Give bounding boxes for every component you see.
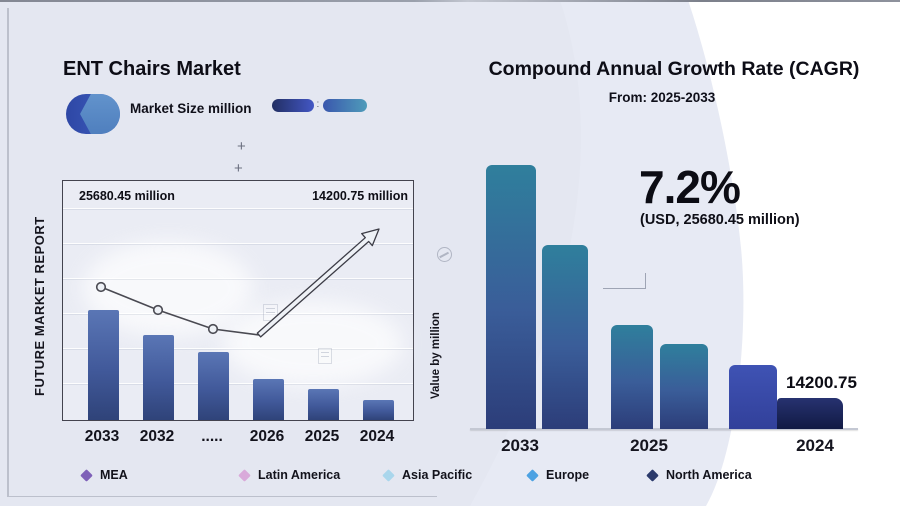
legend-item-mea: MEA bbox=[80, 468, 128, 482]
cylinder-facet-shape bbox=[80, 94, 120, 134]
gradient-pill-left-icon bbox=[272, 99, 314, 112]
market-size-cylinder-icon bbox=[66, 94, 120, 134]
trend-line-arrow bbox=[95, 228, 380, 338]
bar-2025 bbox=[308, 389, 339, 420]
x-label-2025: 2025 bbox=[304, 428, 340, 445]
value-axis-label: Value by million bbox=[430, 312, 442, 400]
top-border-line bbox=[0, 0, 900, 2]
bar-2026 bbox=[253, 379, 284, 420]
gridline bbox=[63, 313, 413, 314]
bar-2033-b bbox=[542, 245, 588, 429]
cagr-note: (USD, 25680.45 million) bbox=[640, 212, 800, 228]
legend-label: Latin America bbox=[258, 468, 341, 482]
x-label-r-2025: 2025 bbox=[630, 436, 668, 455]
bar-2024-b bbox=[777, 398, 843, 429]
value-label-14200: 14200.75 bbox=[786, 373, 857, 392]
legend-label: MEA bbox=[100, 468, 128, 482]
gridline bbox=[63, 243, 413, 244]
cagr-value: 7.2% bbox=[639, 161, 741, 213]
x-label-2033: 2033 bbox=[84, 428, 120, 445]
plus-mark-1: + bbox=[237, 138, 246, 155]
cloud-blob-2 bbox=[223, 301, 403, 386]
gridline bbox=[63, 348, 413, 349]
ghost-document-icon-2 bbox=[318, 348, 332, 364]
market-size-chart: 25680.45 million 14200.75 million bbox=[62, 180, 414, 421]
gridline bbox=[63, 383, 413, 384]
asia-pacific-diamond-icon bbox=[382, 468, 395, 482]
x-label-2024: 2024 bbox=[359, 428, 395, 445]
mea-diamond-icon bbox=[80, 468, 93, 482]
legend-item-asia-pacific: Asia Pacific bbox=[382, 468, 473, 482]
clock-ghost-icon bbox=[437, 247, 452, 262]
gridline bbox=[63, 278, 413, 279]
market-size-label: Market Size million bbox=[130, 101, 252, 116]
gridline bbox=[63, 208, 413, 209]
x-label-2032: 2032 bbox=[139, 428, 175, 445]
legend-item-latin-america: Latin America bbox=[238, 468, 341, 482]
latin-america-diamond-icon bbox=[238, 468, 251, 482]
gradient-pill-right-icon bbox=[323, 99, 367, 112]
right-panel-subtitle: From: 2025-2033 bbox=[608, 90, 716, 105]
legend-label: Europe bbox=[546, 468, 590, 482]
x-label-r-2033: 2033 bbox=[501, 436, 539, 455]
x-label-2026: 2026 bbox=[249, 428, 285, 445]
future-market-report-watermark: FUTURE MARKET REPORT bbox=[32, 216, 47, 396]
legend-item-north-america: North America bbox=[646, 468, 752, 482]
bar-2025-a bbox=[611, 325, 653, 429]
pill-separator: : bbox=[316, 99, 320, 110]
bar-2024 bbox=[363, 400, 394, 420]
chart-end-value: 14200.75 million bbox=[312, 189, 408, 203]
left-panel-title: ENT Chairs Market bbox=[63, 58, 241, 80]
x-label-dots: ..... bbox=[201, 428, 223, 445]
plus-mark-2: + bbox=[234, 160, 243, 177]
bar-2024-a bbox=[729, 365, 777, 429]
chart-start-value: 25680.45 million bbox=[79, 189, 175, 203]
legend-item-europe: Europe bbox=[526, 468, 590, 482]
bottom-border-line bbox=[7, 496, 437, 497]
north-america-diamond-icon bbox=[646, 468, 659, 482]
europe-diamond-icon bbox=[526, 468, 539, 482]
right-chart-axis bbox=[470, 428, 858, 430]
bar-2033-a bbox=[486, 165, 536, 429]
x-label-r-2024: 2024 bbox=[796, 436, 834, 455]
bar-2032 bbox=[143, 335, 174, 420]
bar-2025-b bbox=[660, 344, 708, 429]
step-corner-decoration bbox=[603, 273, 646, 289]
legend-label: North America bbox=[666, 468, 752, 482]
left-border-line bbox=[7, 8, 9, 497]
bar-dots bbox=[198, 352, 229, 420]
ghost-document-icon-1 bbox=[263, 304, 278, 321]
legend-label: Asia Pacific bbox=[402, 468, 473, 482]
bar-2033 bbox=[88, 310, 119, 420]
right-panel-title: Compound Annual Growth Rate (CAGR) bbox=[488, 58, 860, 80]
